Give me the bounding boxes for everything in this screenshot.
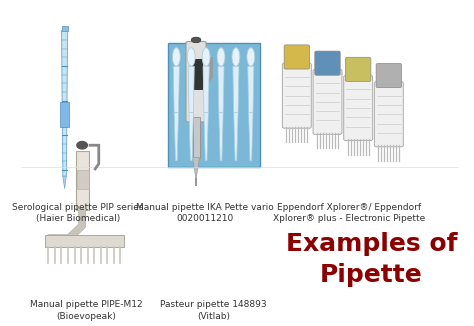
Text: Eppendorf Xplorer®/ Eppendorf
Xplorer® plus - Electronic Pipette: Eppendorf Xplorer®/ Eppendorf Xplorer® p… [273,202,426,223]
Polygon shape [233,66,239,113]
Polygon shape [189,113,193,161]
Polygon shape [219,113,223,161]
FancyBboxPatch shape [283,63,311,128]
Polygon shape [192,157,200,179]
Text: Serological pipette PIP series
(Haier Biomedical): Serological pipette PIP series (Haier Bi… [12,202,144,223]
Bar [45,235,124,247]
Polygon shape [75,151,89,210]
FancyBboxPatch shape [346,57,371,82]
Polygon shape [60,102,69,127]
FancyBboxPatch shape [374,82,403,147]
Ellipse shape [202,48,210,66]
Polygon shape [234,113,238,161]
Text: Manual pipette IKA Pette vario
0020011210: Manual pipette IKA Pette vario 002001121… [136,202,273,223]
Ellipse shape [191,37,201,43]
Bar [62,26,68,31]
Circle shape [77,141,87,149]
Text: Pasteur pipette 148893
(Vitlab): Pasteur pipette 148893 (Vitlab) [160,300,267,321]
Polygon shape [204,113,208,161]
Polygon shape [173,66,179,113]
Polygon shape [249,113,253,161]
Bar [191,59,202,90]
Bar [192,117,200,157]
Text: Pipette: Pipette [320,263,423,287]
Polygon shape [248,66,254,113]
Polygon shape [203,66,209,113]
FancyBboxPatch shape [376,64,401,88]
Polygon shape [63,176,66,188]
FancyBboxPatch shape [313,69,342,134]
FancyBboxPatch shape [315,51,340,75]
Polygon shape [188,66,194,113]
Text: Manual pipette PIPE-M12
(Bioevopeak): Manual pipette PIPE-M12 (Bioevopeak) [30,300,143,321]
FancyBboxPatch shape [284,45,310,69]
Bar [168,43,260,167]
FancyBboxPatch shape [186,41,206,122]
Polygon shape [62,31,68,176]
Polygon shape [174,113,179,161]
Ellipse shape [232,48,240,66]
FancyBboxPatch shape [344,76,373,141]
Bar [77,170,89,188]
Ellipse shape [187,48,195,66]
Ellipse shape [173,48,180,66]
Ellipse shape [247,48,255,66]
Polygon shape [218,66,224,113]
Text: Examples of: Examples of [285,232,457,256]
Ellipse shape [217,48,225,66]
